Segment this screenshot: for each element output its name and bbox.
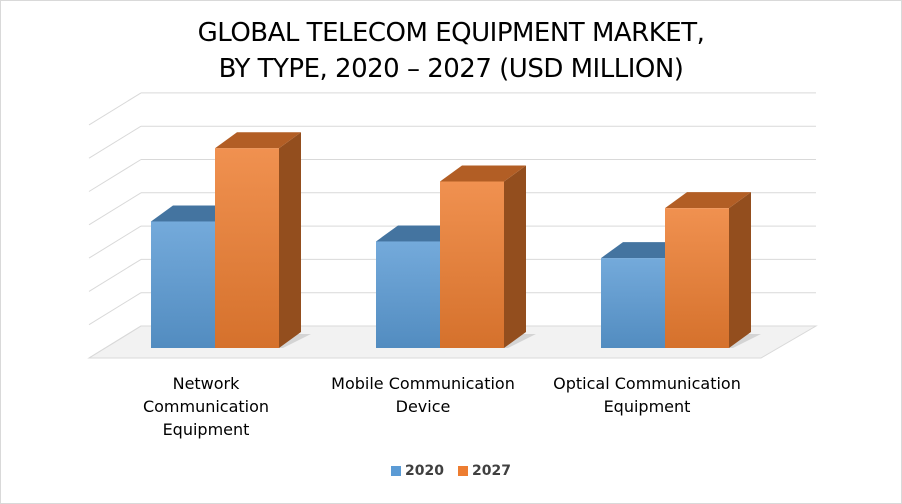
legend-label-2027: 2027 — [472, 463, 511, 479]
category-label: Network Communication Equipment — [91, 372, 321, 441]
category-label: Mobile Communication Device — [308, 372, 538, 418]
category-label-line: Equipment — [603, 397, 691, 416]
category-label-line: Network — [172, 374, 240, 393]
bar-side-2027 — [279, 132, 301, 348]
bar-2027-1 — [215, 148, 279, 348]
legend-item-2020: 2020 — [391, 463, 444, 479]
bar-2020-2 — [376, 241, 440, 348]
category-label-line: Optical Communication — [553, 374, 741, 393]
gridline-side — [88, 325, 142, 359]
bar-side-2027 — [729, 192, 751, 348]
bar-2020-1 — [151, 221, 215, 348]
chart-legend: 2020 2027 — [1, 463, 901, 479]
category-label-line: Device — [395, 397, 451, 416]
gridline-side — [88, 92, 142, 126]
legend-swatch-2020 — [391, 466, 402, 476]
bar-2027-2 — [440, 181, 504, 348]
category-label-line: Communication — [142, 397, 270, 416]
legend-label-2020: 2020 — [405, 463, 444, 479]
gridline-side — [88, 125, 142, 159]
bar-side-2027 — [504, 165, 526, 348]
chart-title-line-2: BY TYPE, 2020 – 2027 (USD MILLION) — [218, 54, 684, 84]
gridline-side — [88, 225, 142, 259]
bar-top-2027 — [440, 165, 526, 182]
gridline-side — [88, 292, 142, 326]
legend-swatch-2027 — [458, 466, 468, 476]
bar-2020-3 — [601, 258, 665, 348]
gridline-side — [88, 159, 142, 192]
gridline-side — [88, 192, 142, 226]
chart-title-line-1: GLOBAL TELECOM EQUIPMENT MARKET, — [197, 18, 705, 48]
category-label-line: Mobile Communication — [331, 374, 515, 393]
chart-title: GLOBAL TELECOM EQUIPMENT MARKET, BY TYPE… — [1, 15, 901, 87]
gridline-side — [88, 258, 142, 292]
bar-top-2027 — [215, 132, 301, 149]
bar-top-2027 — [665, 192, 751, 209]
bar-2027-3 — [665, 208, 729, 348]
legend-item-2027: 2027 — [458, 463, 511, 479]
category-label-line: Equipment — [162, 420, 250, 439]
category-label: Optical Communication Equipment — [532, 372, 762, 418]
